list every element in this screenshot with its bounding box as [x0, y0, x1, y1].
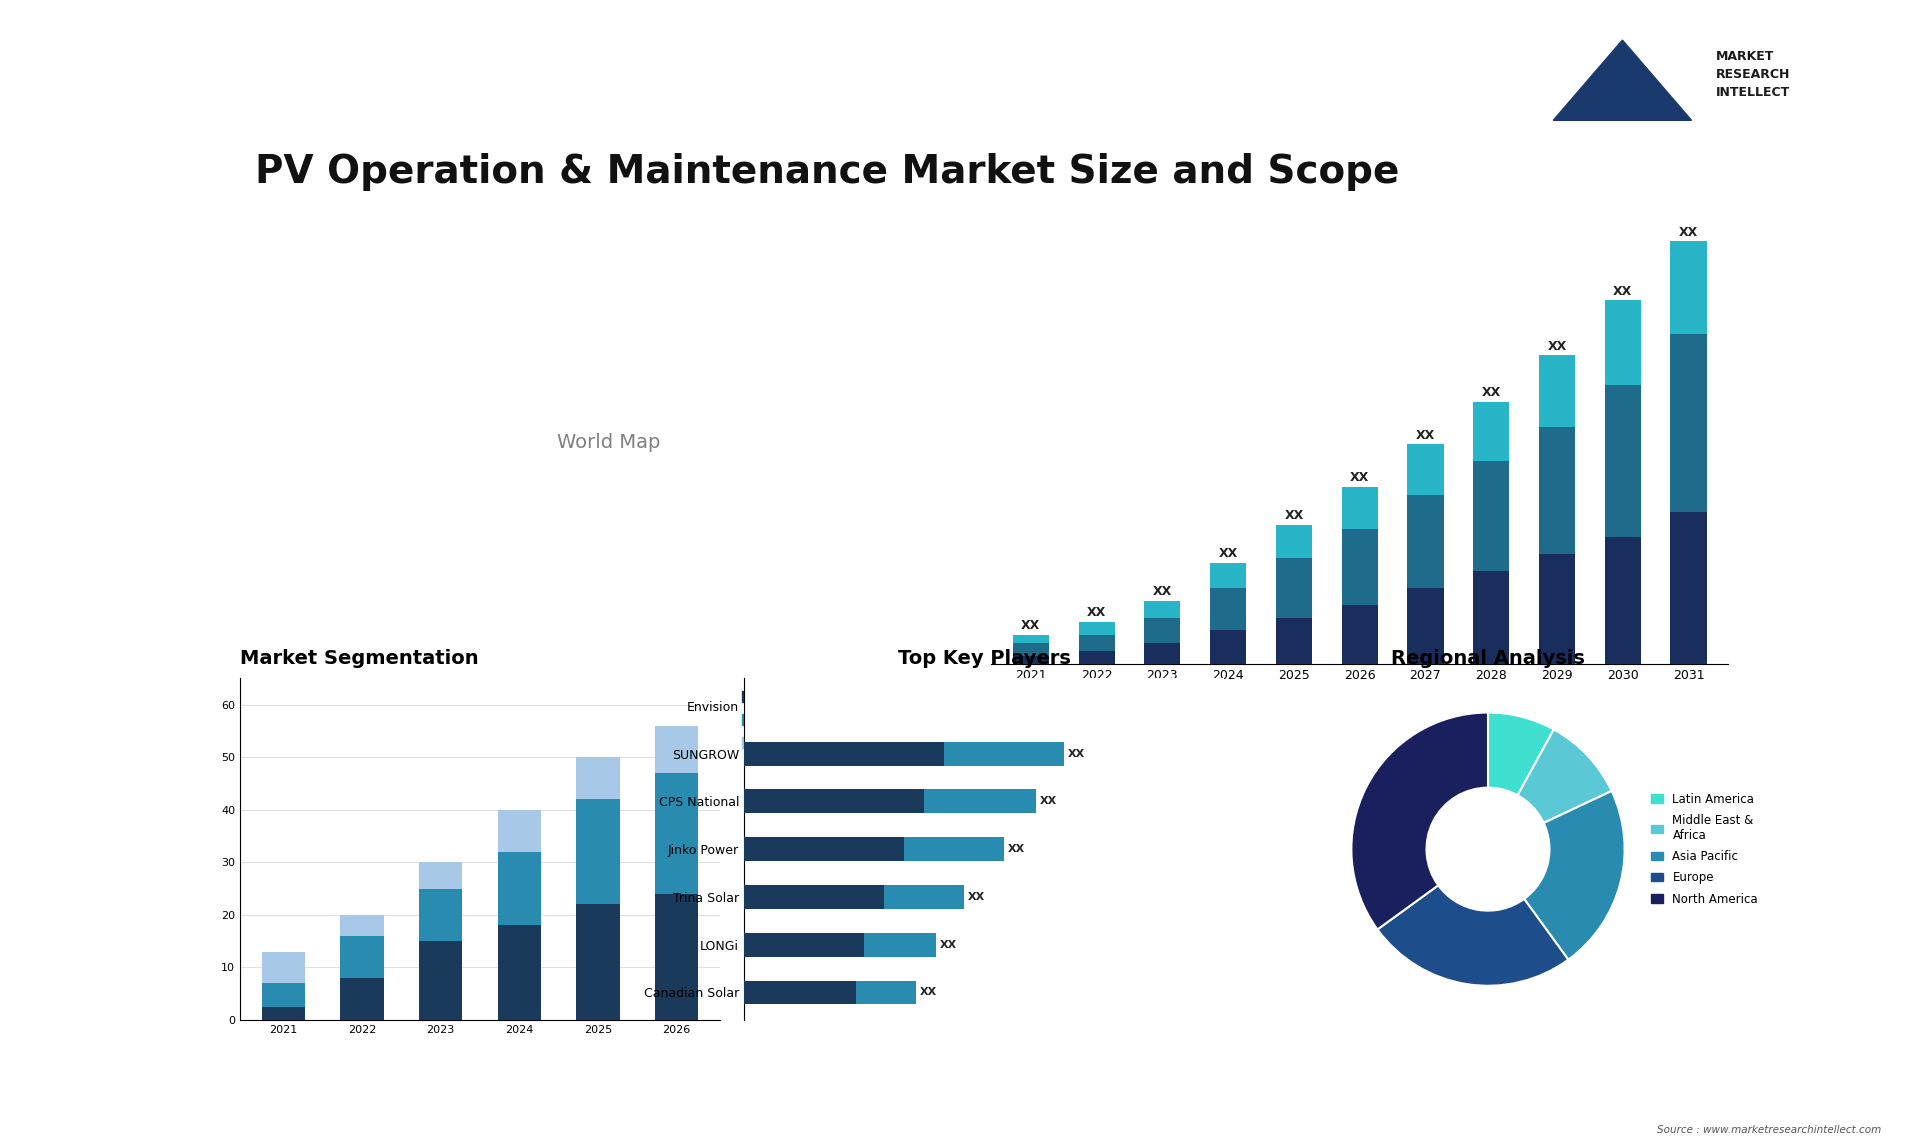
Bar — [1079, 622, 1116, 635]
Bar — [1079, 635, 1116, 651]
Bar — [1473, 461, 1509, 571]
Text: PV Operation & Maintenance Market Size and Scope: PV Operation & Maintenance Market Size a… — [255, 152, 1400, 190]
Bar — [1342, 528, 1379, 605]
Bar — [883, 885, 964, 909]
Text: XX: XX — [968, 892, 985, 902]
Bar — [1342, 605, 1379, 665]
Bar — [576, 758, 620, 799]
Text: XX: XX — [1613, 285, 1632, 298]
Bar — [1079, 651, 1116, 665]
Bar — [1144, 643, 1181, 665]
Wedge shape — [1377, 886, 1569, 986]
Bar — [864, 933, 937, 957]
Bar — [1670, 241, 1707, 335]
Bar — [1144, 601, 1181, 618]
Bar — [856, 981, 916, 1004]
Bar — [904, 838, 1004, 861]
Text: Market Segmentation: Market Segmentation — [240, 650, 478, 668]
Bar — [1670, 512, 1707, 665]
Bar — [261, 1007, 305, 1020]
Bar — [261, 983, 305, 1007]
Bar — [655, 725, 699, 772]
Wedge shape — [1524, 791, 1624, 959]
Text: XX: XX — [1087, 606, 1106, 619]
Wedge shape — [1352, 713, 1488, 929]
Bar — [1605, 537, 1642, 665]
Bar — [745, 838, 904, 861]
Bar — [340, 978, 384, 1020]
Bar — [340, 915, 384, 936]
Title: Regional Analysis: Regional Analysis — [1392, 650, 1584, 668]
Text: MARKET
RESEARCH
INTELLECT: MARKET RESEARCH INTELLECT — [1716, 50, 1789, 99]
Bar — [340, 936, 384, 978]
Bar — [945, 741, 1064, 766]
Legend: Type, Application, Geography: Type, Application, Geography — [735, 684, 841, 756]
Bar — [1275, 525, 1311, 558]
Bar — [1275, 618, 1311, 665]
Bar — [1012, 635, 1048, 643]
Text: Source : www.marketresearchintellect.com: Source : www.marketresearchintellect.com — [1657, 1124, 1882, 1135]
Bar — [745, 981, 856, 1004]
Text: XX: XX — [920, 988, 937, 997]
Bar — [924, 790, 1037, 814]
Wedge shape — [1488, 713, 1553, 795]
Bar — [419, 941, 463, 1020]
Bar — [1012, 643, 1048, 656]
Bar — [261, 951, 305, 983]
Bar — [745, 885, 883, 909]
Bar — [497, 925, 541, 1020]
Title: Top Key Players: Top Key Players — [897, 650, 1071, 668]
Text: XX: XX — [1548, 340, 1567, 353]
Bar — [1275, 558, 1311, 618]
Text: World Map: World Map — [557, 432, 660, 452]
Bar — [576, 799, 620, 904]
Bar — [1540, 355, 1574, 427]
Bar — [497, 810, 541, 851]
Polygon shape — [1553, 40, 1692, 120]
Bar — [1012, 656, 1048, 665]
Bar — [1342, 487, 1379, 528]
Text: XX: XX — [1678, 226, 1697, 238]
Text: XX: XX — [1219, 547, 1238, 560]
Bar — [1210, 630, 1246, 665]
Bar — [1540, 427, 1574, 555]
Bar — [1605, 385, 1642, 537]
Text: XX: XX — [1350, 471, 1369, 484]
Text: XX: XX — [1284, 509, 1304, 523]
Bar — [1473, 402, 1509, 461]
Bar — [419, 862, 463, 888]
Bar — [419, 888, 463, 941]
Bar — [1407, 445, 1444, 495]
Legend: Latin America, Middle East &
Africa, Asia Pacific, Europe, North America: Latin America, Middle East & Africa, Asi… — [1647, 790, 1761, 909]
Bar — [655, 772, 699, 894]
Bar — [745, 933, 864, 957]
Text: XX: XX — [1152, 586, 1171, 598]
Bar — [1540, 555, 1574, 665]
Text: XX: XX — [941, 940, 958, 950]
Text: XX: XX — [1008, 845, 1025, 854]
Text: XX: XX — [1068, 748, 1085, 759]
Bar — [1210, 563, 1246, 588]
Bar — [655, 894, 699, 1020]
Text: XX: XX — [1041, 796, 1058, 807]
Bar — [497, 851, 541, 925]
Bar — [1144, 618, 1181, 643]
Bar — [745, 790, 924, 814]
Bar — [1407, 495, 1444, 588]
Bar — [1473, 571, 1509, 665]
Bar — [1670, 335, 1707, 512]
Bar — [1210, 588, 1246, 630]
Bar — [745, 741, 945, 766]
Text: XX: XX — [1021, 619, 1041, 631]
Wedge shape — [1517, 729, 1611, 823]
Text: XX: XX — [1415, 429, 1434, 441]
Bar — [1605, 300, 1642, 385]
Text: XX: XX — [1482, 386, 1501, 400]
Bar — [1407, 588, 1444, 665]
Bar — [576, 904, 620, 1020]
